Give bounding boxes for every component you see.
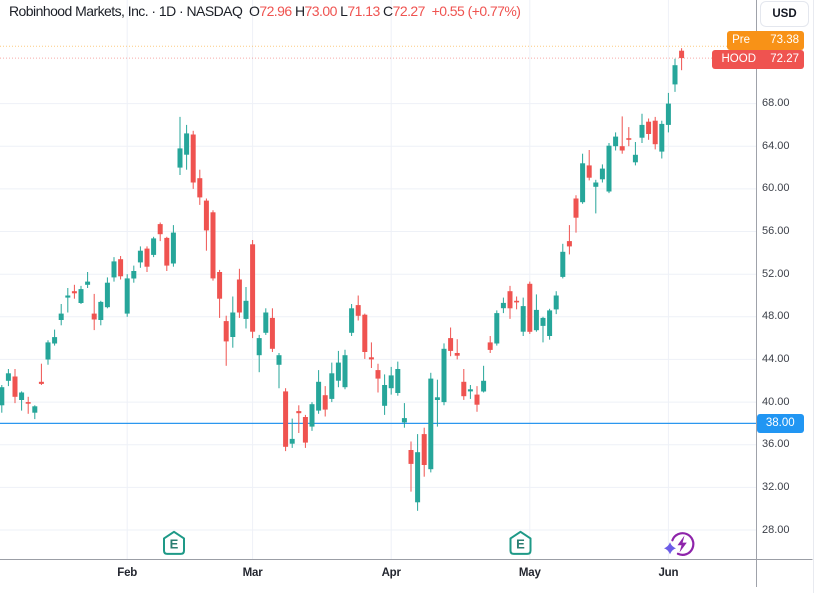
svg-text:E: E [516, 537, 525, 552]
svg-text:E: E [170, 537, 179, 552]
